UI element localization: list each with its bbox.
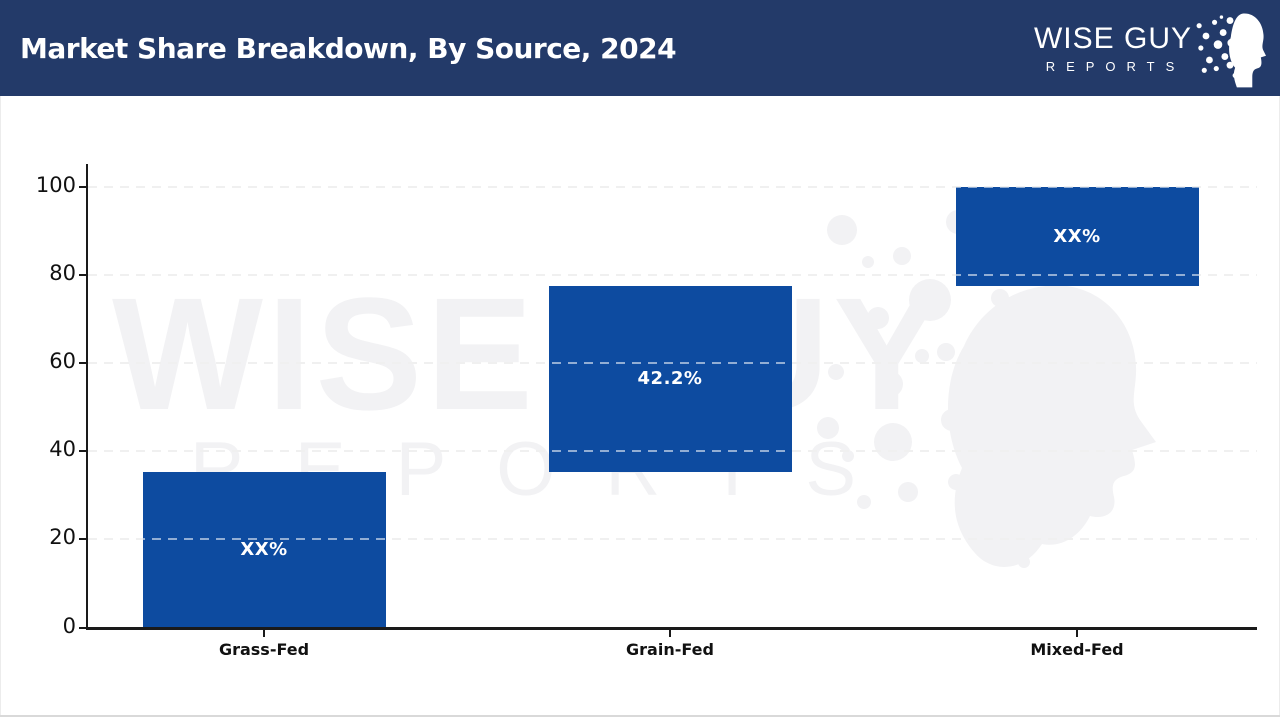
- y-tick-label: 100: [35, 173, 76, 197]
- gridline-40: [88, 450, 1257, 453]
- y-tick-mark: [79, 186, 88, 188]
- logo-subtitle: REPORTS: [1045, 59, 1186, 74]
- watermark-wordmark: WISE GUY: [112, 264, 945, 443]
- x-axis-line: [86, 627, 1257, 630]
- bar-value-label: 42.2%: [637, 368, 703, 390]
- y-tick-label: 80: [49, 261, 76, 286]
- y-tick-mark: [79, 274, 88, 277]
- chart-title: Market Share Breakdown, By Source, 2024: [20, 31, 677, 65]
- bottom-divider: [0, 715, 1280, 717]
- logo-wordmark: WISE GUY: [1033, 22, 1192, 55]
- bar-value-label: XX%: [1053, 225, 1101, 247]
- y-tick-mark: [79, 450, 88, 453]
- y-tick-label: 0: [62, 613, 76, 638]
- y-tick-label: 40: [49, 437, 76, 462]
- gridline-100: [88, 186, 1257, 188]
- wise-guy-reports-logo: WISE GUY REPORTS: [1034, 6, 1266, 90]
- gridline-60: [88, 362, 1257, 365]
- y-tick-mark: [79, 538, 88, 541]
- y-tick-mark: [79, 626, 88, 629]
- logo-text: WISE GUY REPORTS: [1034, 22, 1192, 74]
- y-tick-mark: [79, 362, 88, 365]
- bar-grain-fed: 42.2%: [548, 285, 792, 472]
- header-bar: Market Share Breakdown, By Source, 2024 …: [0, 0, 1280, 96]
- logo-face-icon: [1196, 13, 1266, 88]
- bar-grass-fed: XX%: [142, 471, 386, 628]
- x-category-label: Grass-Fed: [218, 640, 310, 659]
- gridline-80: [88, 274, 1257, 277]
- y-tick-label: 20: [49, 525, 76, 550]
- x-tick-mark: [263, 629, 265, 637]
- x-tick-mark: [669, 629, 671, 637]
- x-category-label: Grain-Fed: [626, 640, 714, 659]
- bar-mixed-fed: XX%: [955, 187, 1199, 286]
- y-tick-label: 60: [49, 349, 76, 374]
- x-tick-mark: [1076, 629, 1078, 637]
- x-category-label: Mixed-Fed: [1030, 640, 1124, 659]
- gridline-20: [88, 538, 1257, 541]
- y-axis-line: [86, 164, 88, 630]
- bar-value-label: XX%: [240, 539, 288, 561]
- figure-left-border: [0, 96, 1, 717]
